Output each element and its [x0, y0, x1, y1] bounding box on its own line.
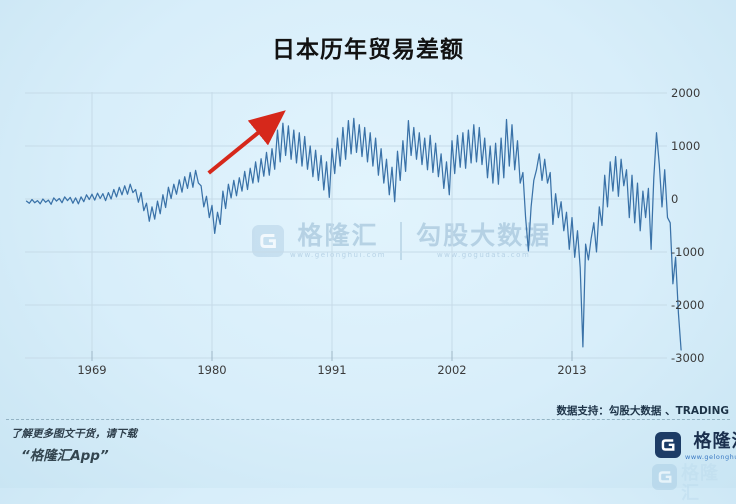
watermark-brand-block: 格隆汇 www.gelonghui.com — [290, 221, 387, 259]
gelonghui-ghost-icon — [652, 464, 678, 490]
y-axis-label: 2000 — [671, 86, 701, 100]
axis-ticks — [91, 351, 573, 361]
x-axis-label: 1991 — [317, 363, 347, 377]
promo-line2: “格隆汇App” — [21, 448, 109, 464]
gelonghui-logo-textblock: 格隆汇 www.gelonghui.com — [685, 432, 736, 461]
g-glyph-icon — [658, 471, 671, 483]
y-axis-label: 1000 — [671, 139, 701, 153]
page-title: 日本历年贸易差额 — [272, 37, 464, 63]
x-axis-label: 1969 — [77, 363, 107, 377]
watermark-partner-url: www.gogudata.com — [436, 250, 531, 259]
g-glyph-icon — [661, 439, 675, 451]
app-promo: 了解更多图文干货，请下载 “格隆汇App” — [11, 426, 137, 464]
gelonghui-logo-ghost: 格隆汇 — [652, 464, 736, 504]
y-axis-label: 0 — [671, 192, 679, 206]
g-glyph-icon — [260, 234, 276, 248]
footer-divider — [6, 419, 730, 420]
data-support-note: 数据支持：勾股大数据 、TRADING — [556, 405, 729, 417]
gelonghui-logo-url: www.gelonghui.com — [685, 452, 736, 461]
red-arrow-annotation — [207, 110, 286, 175]
gelonghui-logo-icon — [655, 432, 681, 458]
y-axis-label: -3000 — [671, 351, 705, 365]
data-series-line — [25, 117, 682, 351]
gelonghui-logo-text: 格隆汇 — [693, 431, 736, 452]
gelonghui-logo-footer: 格隆汇 www.gelonghui.com — [655, 432, 736, 461]
y-axis-label: -1000 — [671, 245, 705, 259]
gelonghui-ghost-text: 格隆汇 — [681, 463, 720, 504]
x-axis-label: 2013 — [557, 363, 587, 377]
promo-line1: 了解更多图文干货，请下载 — [11, 428, 137, 440]
watermark-brand-url: www.gelonghui.com — [290, 250, 387, 259]
gelonghui-ghost-textblock: 格隆汇 — [681, 464, 736, 504]
x-axis-label: 1980 — [197, 363, 227, 377]
y-axis-label: -2000 — [671, 298, 705, 312]
trade-balance-line-chart — [25, 92, 682, 361]
watermark-brand-text: 格隆汇 — [297, 221, 379, 251]
watermark-divider — [400, 222, 403, 260]
x-axis-label: 2002 — [437, 363, 467, 377]
